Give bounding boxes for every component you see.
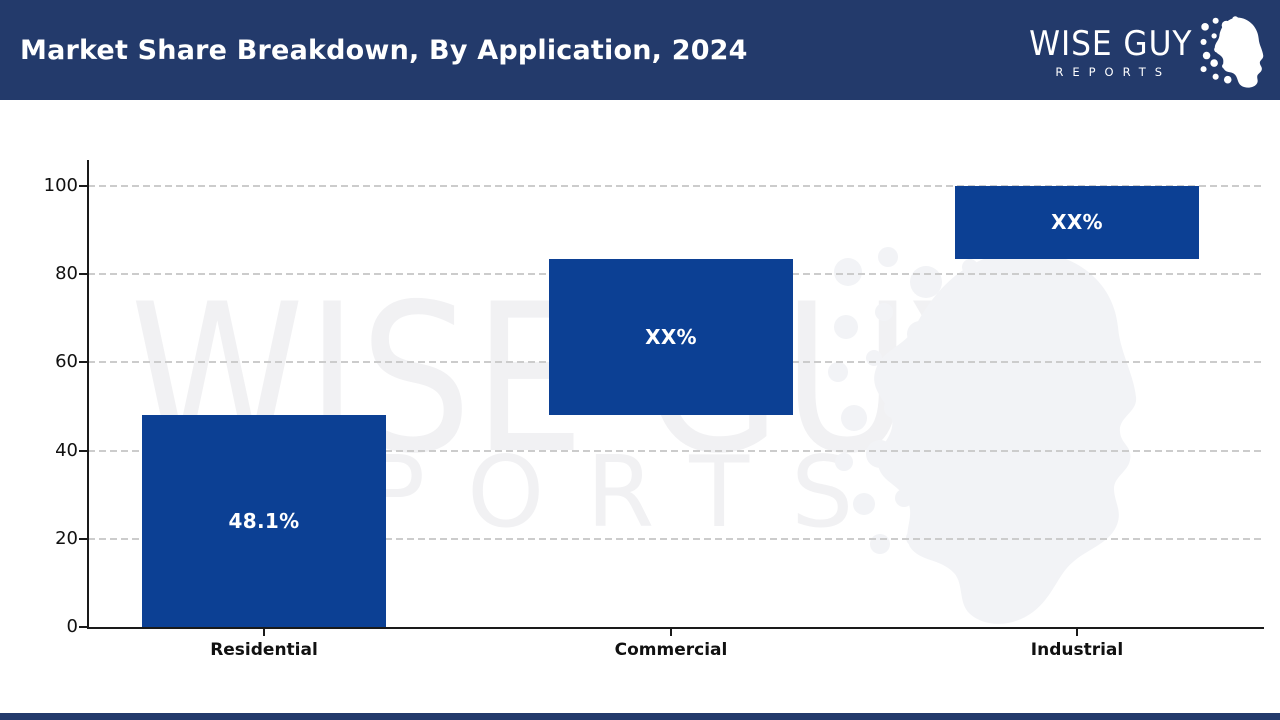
y-axis-line: [87, 160, 89, 629]
y-axis-tick-mark: [79, 185, 88, 187]
y-gridline-20: [88, 537, 1264, 540]
x-axis-category-label: Residential: [210, 640, 318, 660]
x-axis-category-label: Commercial: [614, 640, 728, 660]
watermark-dotted-face-icon: [828, 247, 1137, 624]
x-axis-tick-mark: [1076, 629, 1078, 636]
y-axis-tick-mark: [79, 273, 88, 276]
y-axis-tick-label: 0: [66, 616, 78, 637]
x-axis-category-label: Industrial: [1030, 640, 1124, 660]
footer-brand-strip: [0, 713, 1280, 720]
x-axis-tick-mark: [263, 629, 265, 636]
bar-segment-commercial: XX%: [549, 258, 793, 415]
bar-value-label: XX%: [1051, 210, 1103, 235]
header-bar: Market Share Breakdown, By Application, …: [0, 0, 1280, 100]
y-axis-tick-label: 40: [55, 439, 78, 461]
wise-guy-reports-logo: WISE GUY REPORTS: [1022, 8, 1264, 94]
logo-reports-label: REPORTS: [1055, 64, 1172, 79]
logo-text: WISE GUY REPORTS: [1022, 24, 1200, 79]
y-axis-tick-label: 20: [55, 527, 78, 549]
logo-wiseguy-label: WISE GUY: [1029, 23, 1193, 64]
bar-value-label: 48.1%: [228, 508, 300, 533]
bar-segment-residential: 48.1%: [142, 414, 386, 627]
bar-segment-industrial: XX%: [955, 186, 1199, 259]
y-axis-tick-label: 80: [55, 263, 78, 285]
y-axis-tick-label: 60: [55, 351, 78, 373]
bar-value-label: XX%: [645, 324, 697, 349]
x-axis-tick-mark: [670, 629, 672, 636]
logo-face-profile-icon: [1200, 16, 1264, 88]
y-axis-tick-label: 100: [43, 175, 78, 196]
y-axis-tick-mark: [79, 537, 88, 540]
y-axis-tick-mark: [79, 361, 88, 364]
y-axis-tick-mark: [79, 626, 88, 628]
y-axis-tick-mark: [79, 449, 88, 452]
x-axis-line: [87, 627, 1264, 629]
page-title: Market Share Breakdown, By Application, …: [20, 34, 748, 66]
y-gridline-40: [88, 449, 1264, 452]
y-gridline-100: [88, 185, 1264, 187]
